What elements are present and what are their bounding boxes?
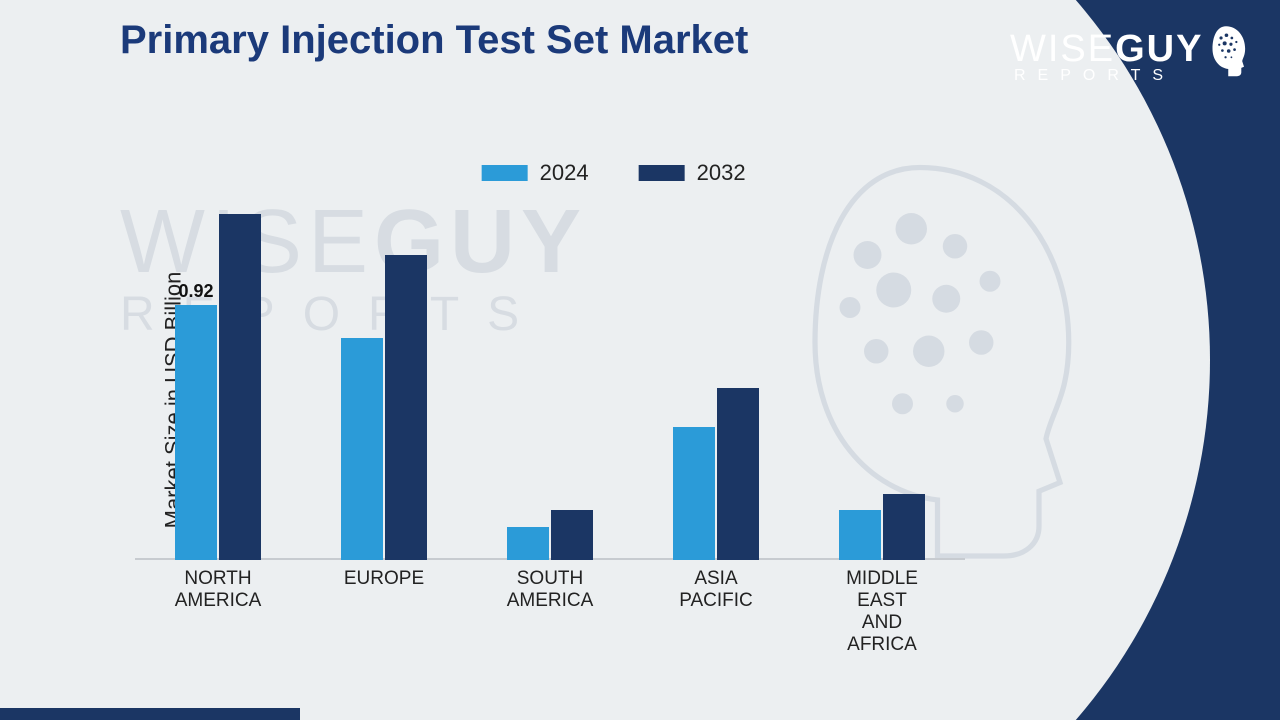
bar-pair: 0.92 xyxy=(158,200,278,560)
bar-group: EUROPE xyxy=(324,200,444,560)
legend-label-2024: 2024 xyxy=(540,160,589,186)
canvas: WISEGUY REPORTS WISEGUY REPORTS Primary xyxy=(0,0,1280,720)
category-label: ASIA PACIFIC xyxy=(679,560,753,612)
category-label: EUROPE xyxy=(344,560,424,590)
bar-2032 xyxy=(883,494,925,560)
category-label: NORTH AMERICA xyxy=(175,560,262,612)
bottom-navy-bar xyxy=(0,708,300,720)
legend-label-2032: 2032 xyxy=(697,160,746,186)
bar-2024 xyxy=(341,338,383,560)
logo-line1: WISEGUY xyxy=(1010,28,1250,71)
logo-word-guy: GUY xyxy=(1115,28,1203,70)
chart-area: Market Size in USD Billion 0.92NORTH AME… xyxy=(105,200,965,600)
bar-group: MIDDLE EAST AND AFRICA xyxy=(822,200,942,560)
legend-item-2024: 2024 xyxy=(482,160,589,186)
brand-logo: WISEGUY REPORTS xyxy=(1010,28,1250,85)
bar-pair xyxy=(656,200,776,560)
right-navy-band xyxy=(980,0,1280,720)
logo-word-wise: WISE xyxy=(1010,28,1115,70)
legend-swatch-2032 xyxy=(639,165,685,181)
bar-2032 xyxy=(717,388,759,560)
category-label: MIDDLE EAST AND AFRICA xyxy=(846,560,918,655)
bar-pair xyxy=(822,200,942,560)
bar-2024: 0.92 xyxy=(175,305,217,560)
chart-title: Primary Injection Test Set Market xyxy=(120,18,748,63)
bar-pair xyxy=(324,200,444,560)
bar-2024 xyxy=(507,527,549,560)
circle-cutout xyxy=(980,0,1210,720)
bar-group: SOUTH AMERICA xyxy=(490,200,610,560)
legend-item-2032: 2032 xyxy=(639,160,746,186)
logo-head-icon xyxy=(1202,24,1250,78)
category-label: SOUTH AMERICA xyxy=(507,560,594,612)
legend-swatch-2024 xyxy=(482,165,528,181)
bar-group: ASIA PACIFIC xyxy=(656,200,776,560)
bar-pair xyxy=(490,200,610,560)
bar-2032 xyxy=(385,255,427,560)
plot-area: 0.92NORTH AMERICA EUROPE SOUTH AMERICA ASIA… xyxy=(135,200,965,560)
legend: 2024 2032 xyxy=(482,160,746,186)
bar-2032 xyxy=(219,214,261,560)
bar-2024 xyxy=(839,510,881,560)
bar-group: 0.92NORTH AMERICA xyxy=(158,200,278,560)
bar-2024 xyxy=(673,427,715,560)
bar-2032 xyxy=(551,510,593,560)
bar-value-label: 0.92 xyxy=(178,281,213,302)
